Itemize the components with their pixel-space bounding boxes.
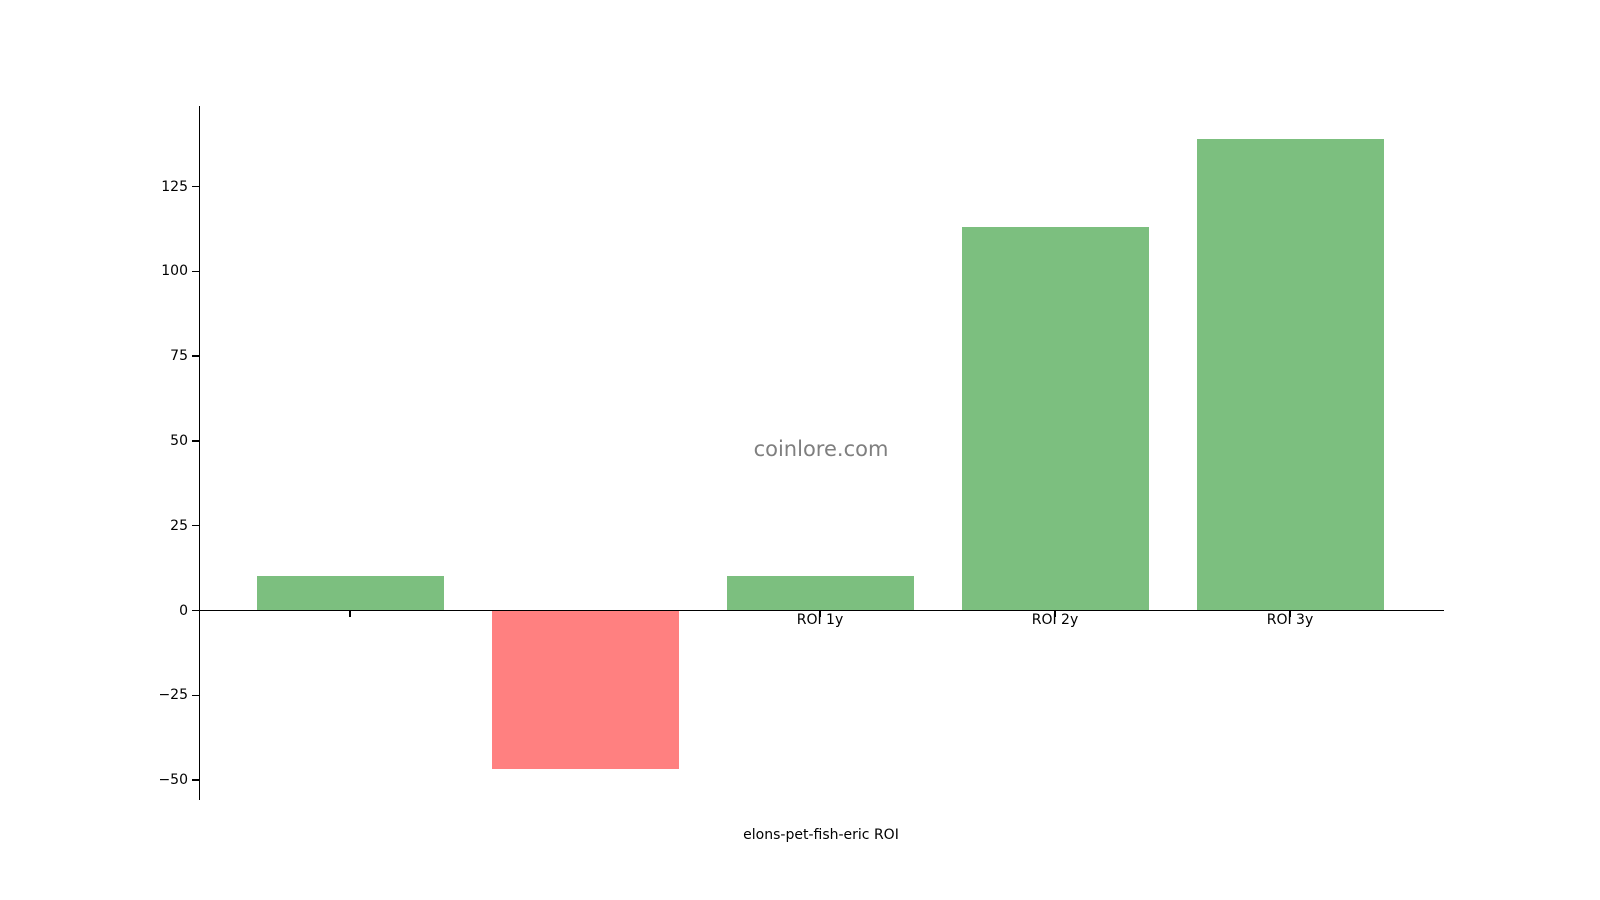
y-tick-mark [192, 609, 199, 612]
y-axis-line [199, 106, 201, 800]
y-tick-mark [192, 185, 199, 188]
bar-unlabeled-1 [491, 610, 679, 769]
y-tick-label: −25 [158, 687, 188, 704]
x-tick-label: ROI 1y [796, 612, 844, 628]
y-tick-mark [192, 270, 199, 272]
x-tick-mark [349, 611, 351, 617]
x-tick-label: ROI 2y [1031, 612, 1079, 628]
y-tick-mark [192, 440, 199, 442]
y-tick-label: 50 [170, 432, 188, 449]
bar-roi-1y [726, 575, 914, 611]
bar-unlabeled-0 [256, 575, 444, 611]
y-tick-label: −50 [158, 772, 188, 789]
x-axis-zero-line [199, 610, 1444, 612]
y-tick-mark [192, 694, 199, 696]
y-tick-mark [192, 779, 199, 781]
y-tick-mark [192, 355, 199, 357]
y-tick-label: 25 [170, 517, 188, 534]
watermark-text: coinlore.com [753, 437, 889, 461]
bar-roi-2y [961, 226, 1149, 611]
y-tick-label: 100 [161, 263, 188, 280]
x-tick-mark [1289, 611, 1291, 617]
x-tick-label: ROI 3y [1266, 612, 1314, 628]
y-tick-label: 125 [161, 178, 188, 195]
y-tick-label: 75 [170, 348, 188, 365]
x-tick-mark [819, 611, 821, 617]
x-axis-title: elons-pet-fish-eric ROI [743, 827, 899, 843]
bar-roi-3y [1196, 139, 1384, 611]
x-tick-mark [1054, 611, 1056, 617]
y-tick-label: 0 [179, 602, 188, 619]
y-tick-mark [192, 525, 199, 527]
